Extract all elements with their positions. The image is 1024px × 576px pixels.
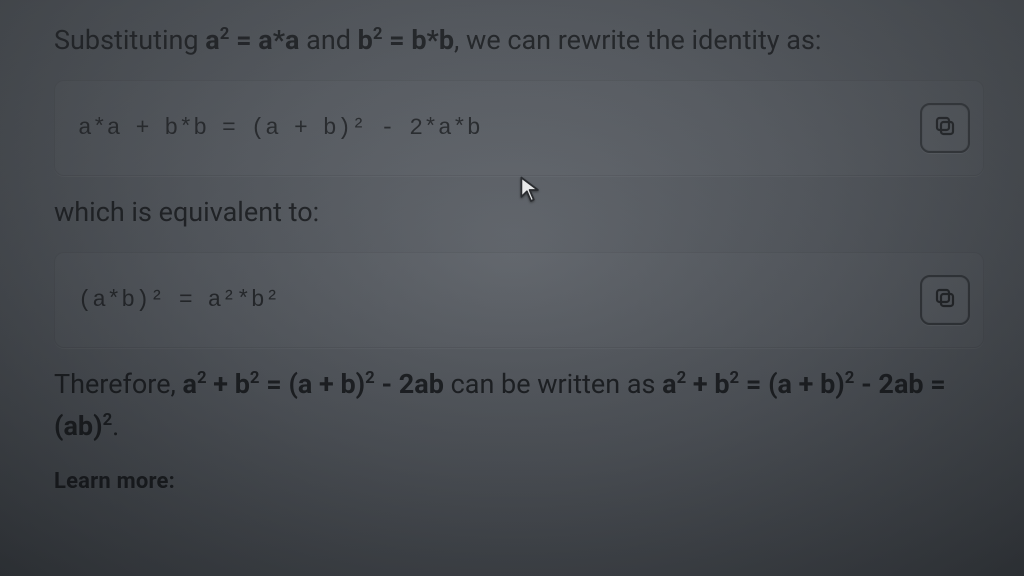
s: 2 [730, 368, 740, 388]
m: b [714, 368, 729, 400]
math-rhs: = b*b [382, 24, 454, 56]
copy-icon [933, 286, 957, 314]
s: 2 [250, 368, 260, 388]
m: a [183, 368, 197, 400]
s: 2 [677, 368, 687, 388]
code-text: (a*b)² = a²*b² [78, 287, 280, 313]
learn-more-heading: Learn more: [54, 469, 984, 494]
m: b [235, 368, 250, 400]
m: a [662, 368, 676, 400]
s: 2 [103, 410, 113, 430]
code-text: a*a + b*b = (a + b)² - 2*a*b [78, 115, 481, 141]
math-base: a [205, 24, 219, 56]
math-sup: 2 [220, 24, 230, 44]
text: Therefore, [54, 368, 183, 400]
code-block-2: (a*b)² = a²*b² [54, 252, 984, 348]
s: 2 [365, 368, 375, 388]
math-base: b [358, 24, 373, 56]
paragraph-1: Substituting a2 = a*a and b2 = b*b, we c… [54, 20, 984, 62]
m: = (a + b) [739, 368, 845, 400]
copy-button[interactable] [920, 103, 970, 153]
copy-icon [933, 114, 957, 142]
code-block-1: a*a + b*b = (a + b)² - 2*a*b [54, 80, 984, 176]
text: , we can rewrite the identity as: [454, 24, 821, 56]
m: - 2ab [375, 368, 444, 400]
m: + [686, 368, 714, 400]
article-content: Substituting a2 = a*a and b2 = b*b, we c… [54, 8, 984, 494]
m: - 2 [854, 368, 894, 400]
m: + [207, 368, 235, 400]
paragraph-2: which is equivalent to: [54, 192, 984, 234]
s: 2 [197, 368, 207, 388]
text: can be written as [444, 368, 662, 400]
text: and [299, 24, 357, 56]
math-sup: 2 [373, 24, 383, 44]
paragraph-3: Therefore, a2 + b2 = (a + b)2 - 2ab can … [54, 364, 984, 448]
m: ab [894, 368, 924, 400]
m: = (a + b) [260, 368, 366, 400]
text: Substituting [54, 24, 205, 56]
s: 2 [845, 368, 855, 388]
copy-button[interactable] [920, 275, 970, 325]
text: . [112, 410, 119, 442]
math-rhs: = a*a [229, 24, 299, 56]
